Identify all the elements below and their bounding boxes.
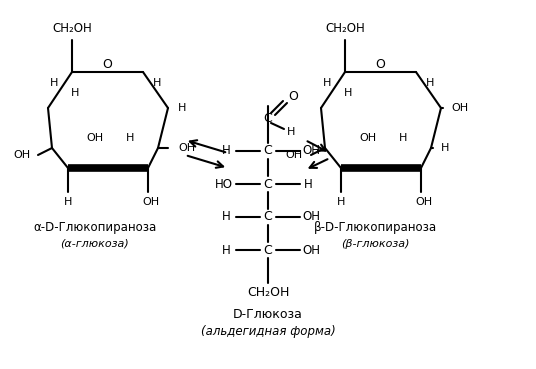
Text: α-D-Глюкопираноза: α-D-Глюкопираноза [33,221,157,235]
Text: OH: OH [451,103,468,113]
Text: OH: OH [86,133,103,143]
Text: OH: OH [286,150,303,160]
Text: OH: OH [302,145,320,158]
Text: H: H [399,133,407,143]
Text: OH: OH [143,197,160,207]
Text: HO: HO [215,177,233,190]
Text: CH₂OH: CH₂OH [325,21,365,34]
Text: CH₂OH: CH₂OH [247,286,289,300]
Text: H: H [126,133,134,143]
Text: O: O [288,90,298,103]
Text: H: H [337,197,345,207]
Text: H: H [221,244,230,256]
Text: O: O [102,59,112,72]
Text: D-Глюкоза: D-Глюкоза [233,308,303,321]
Text: H: H [64,197,72,207]
Text: H: H [323,78,331,88]
Text: OH: OH [302,210,320,224]
Text: β-D-Глюкопираноза: β-D-Глюкопираноза [314,221,436,235]
Text: C: C [264,210,272,224]
Text: H: H [178,103,187,113]
Text: OH: OH [302,244,320,256]
Text: OH: OH [178,143,195,153]
Text: H: H [50,78,58,88]
Text: OH: OH [415,197,433,207]
Text: H: H [303,177,312,190]
Text: C: C [264,177,272,190]
Text: H: H [71,88,79,98]
Text: O: O [375,59,385,72]
Text: C: C [264,145,272,158]
Text: H: H [221,210,230,224]
Text: (α-глюкоза): (α-глюкоза) [61,239,129,249]
Text: H: H [221,145,230,158]
Text: H: H [287,127,295,137]
Text: H: H [441,143,449,153]
Text: (β-глюкоза): (β-глюкоза) [341,239,410,249]
Text: OH: OH [360,133,377,143]
Text: H: H [153,78,161,88]
Text: H: H [344,88,352,98]
Text: H: H [426,78,434,88]
Text: C: C [264,111,272,124]
Text: CH₂OH: CH₂OH [52,21,92,34]
Text: (альдегидная форма): (альдегидная форма) [200,324,336,338]
Text: C: C [264,244,272,256]
Text: OH: OH [13,150,30,160]
